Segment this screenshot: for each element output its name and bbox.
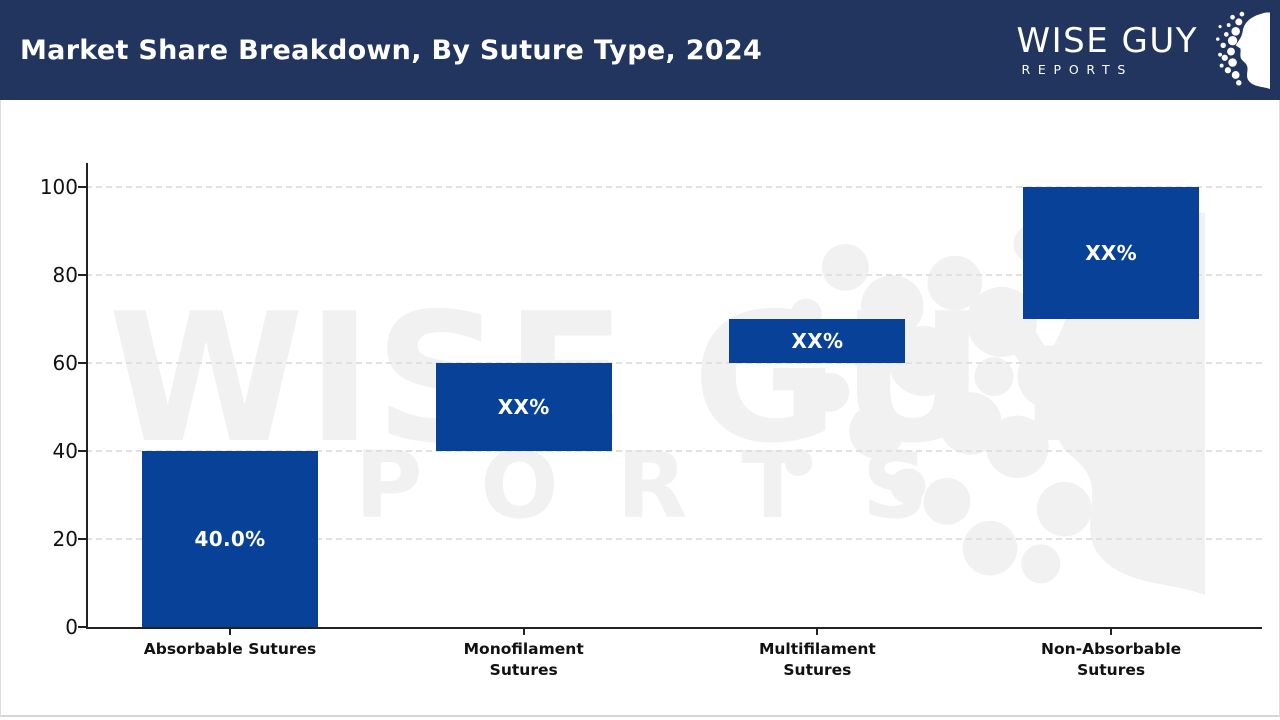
x-axis-category-label: Multifilament Sutures [758,640,876,679]
x-axis-category-label: Non-Absorbable Sutures [1041,640,1182,679]
x-axis [86,627,1262,629]
page-title: Market Share Breakdown, By Suture Type, … [20,34,763,66]
header: Market Share Breakdown, By Suture Type, … [0,0,1280,100]
left-border [0,100,1,717]
x-axis-tick-mark [522,627,525,635]
x-axis-category-label: Absorbable Sutures [143,640,317,658]
gridline [86,274,1262,276]
x-axis-category-label: Monofilament Sutures [463,640,584,679]
logo: WISE GUY REPORTS [1016,7,1280,93]
x-axis-tick-mark [1110,627,1113,635]
bar-value-label: XX% [1085,241,1137,265]
x-axis-tick-mark [229,627,231,635]
y-axis-tick-mark [78,626,86,628]
bar-value-label: 40.0% [194,527,266,551]
y-axis-tick-label: 20 [52,527,78,551]
bar-absorbable-sutures: 40.0% [142,451,318,627]
bar-value-label: XX% [497,395,550,419]
logo-text: WISE GUY REPORTS [1016,24,1198,77]
y-axis-tick-mark [78,274,86,276]
gridline [86,538,1262,540]
logo-head-icon [1216,11,1270,90]
bottom-border [0,715,1280,717]
bar-multifilament-sutures: XX% [729,319,906,363]
gridline [86,362,1262,364]
y-axis-tick-mark [78,362,86,364]
gridline [86,450,1262,452]
logo-wordmark: WISE GUY [1016,20,1198,61]
logo-subtext: REPORTS [1021,61,1134,77]
bar-non-absorbable-sutures: XX% [1023,187,1200,319]
bar-monofilament-sutures: XX% [435,363,612,451]
y-axis-tick-label: 80 [52,263,78,287]
y-axis [86,163,88,629]
y-axis-tick-mark [78,538,86,540]
y-axis-tick-mark [78,186,86,188]
x-axis-tick-mark [816,627,819,635]
y-axis-tick-label: 0 [65,615,78,639]
bar-value-label: XX% [791,329,844,353]
y-axis-tick-label: 100 [39,175,78,199]
y-axis-tick-label: 60 [52,351,78,375]
y-axis-tick-mark [78,450,86,452]
y-axis-tick-label: 40 [52,439,78,463]
gridline [86,186,1262,188]
